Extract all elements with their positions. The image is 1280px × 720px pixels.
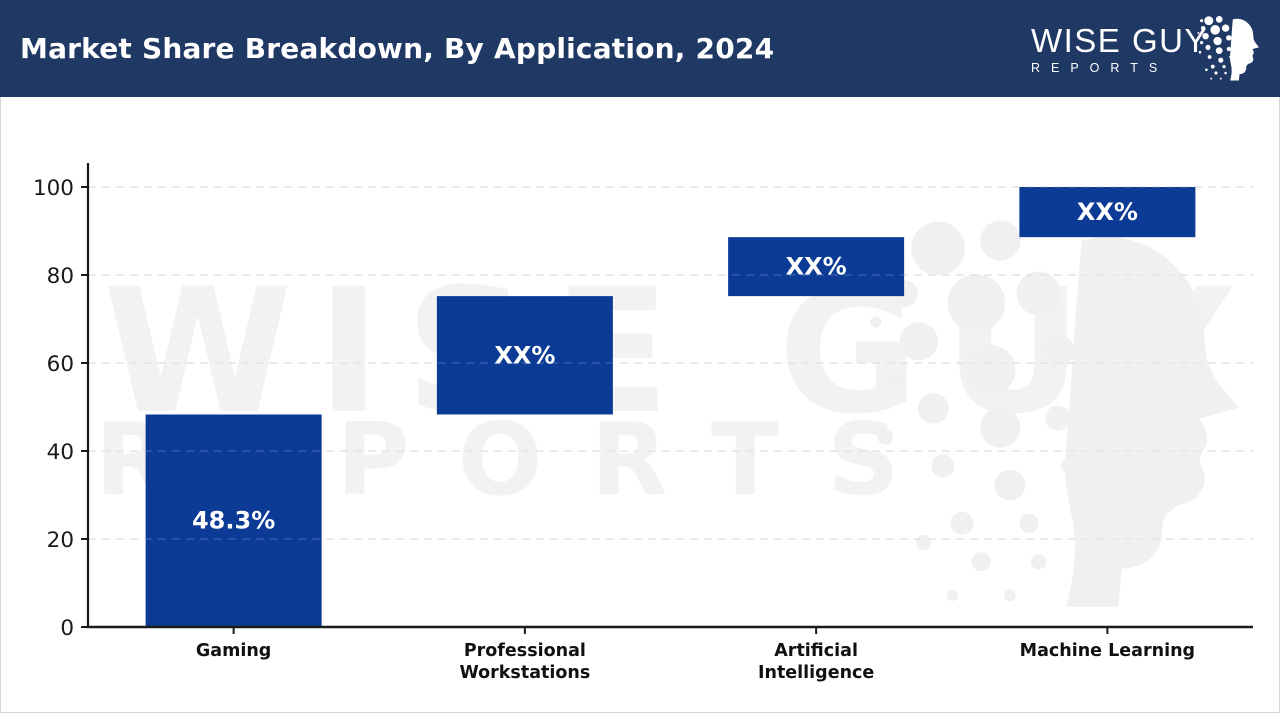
page-title: Market Share Breakdown, By Application, … [20,32,775,65]
logo-face-icon [1197,15,1260,81]
bar-segment [436,296,613,415]
logo-text: WISE GUY REPORTS [1031,24,1208,75]
x-tick-label: Artificial [774,641,858,661]
logo-wordmark: WISE GUY [1030,22,1208,59]
bar-value-label: XX% [1077,198,1138,226]
logo: WISE GUY REPORTS [1031,14,1260,84]
y-tick-label: 0 [60,616,74,641]
y-tick-label: 60 [47,352,74,377]
y-tick-label: 40 [47,440,74,465]
y-tick-label: 20 [47,528,74,553]
bar-segment [145,414,322,627]
header-bar: Market Share Breakdown, By Application, … [0,0,1280,97]
x-tick-label: Professional [464,641,586,661]
x-tick-label: Workstations [459,663,590,683]
y-tick-label: 100 [33,176,74,201]
x-tick-label: Intelligence [758,663,874,683]
logo-subtext: REPORTS [1030,61,1169,75]
y-tick-label: 80 [47,264,74,289]
x-tick-label: Machine Learning [1020,641,1195,661]
bar-value-label: XX% [494,341,555,369]
bar-value-label: XX% [786,253,847,281]
x-tick-label: Gaming [196,641,271,661]
bar-value-label: 48.3% [192,507,275,535]
